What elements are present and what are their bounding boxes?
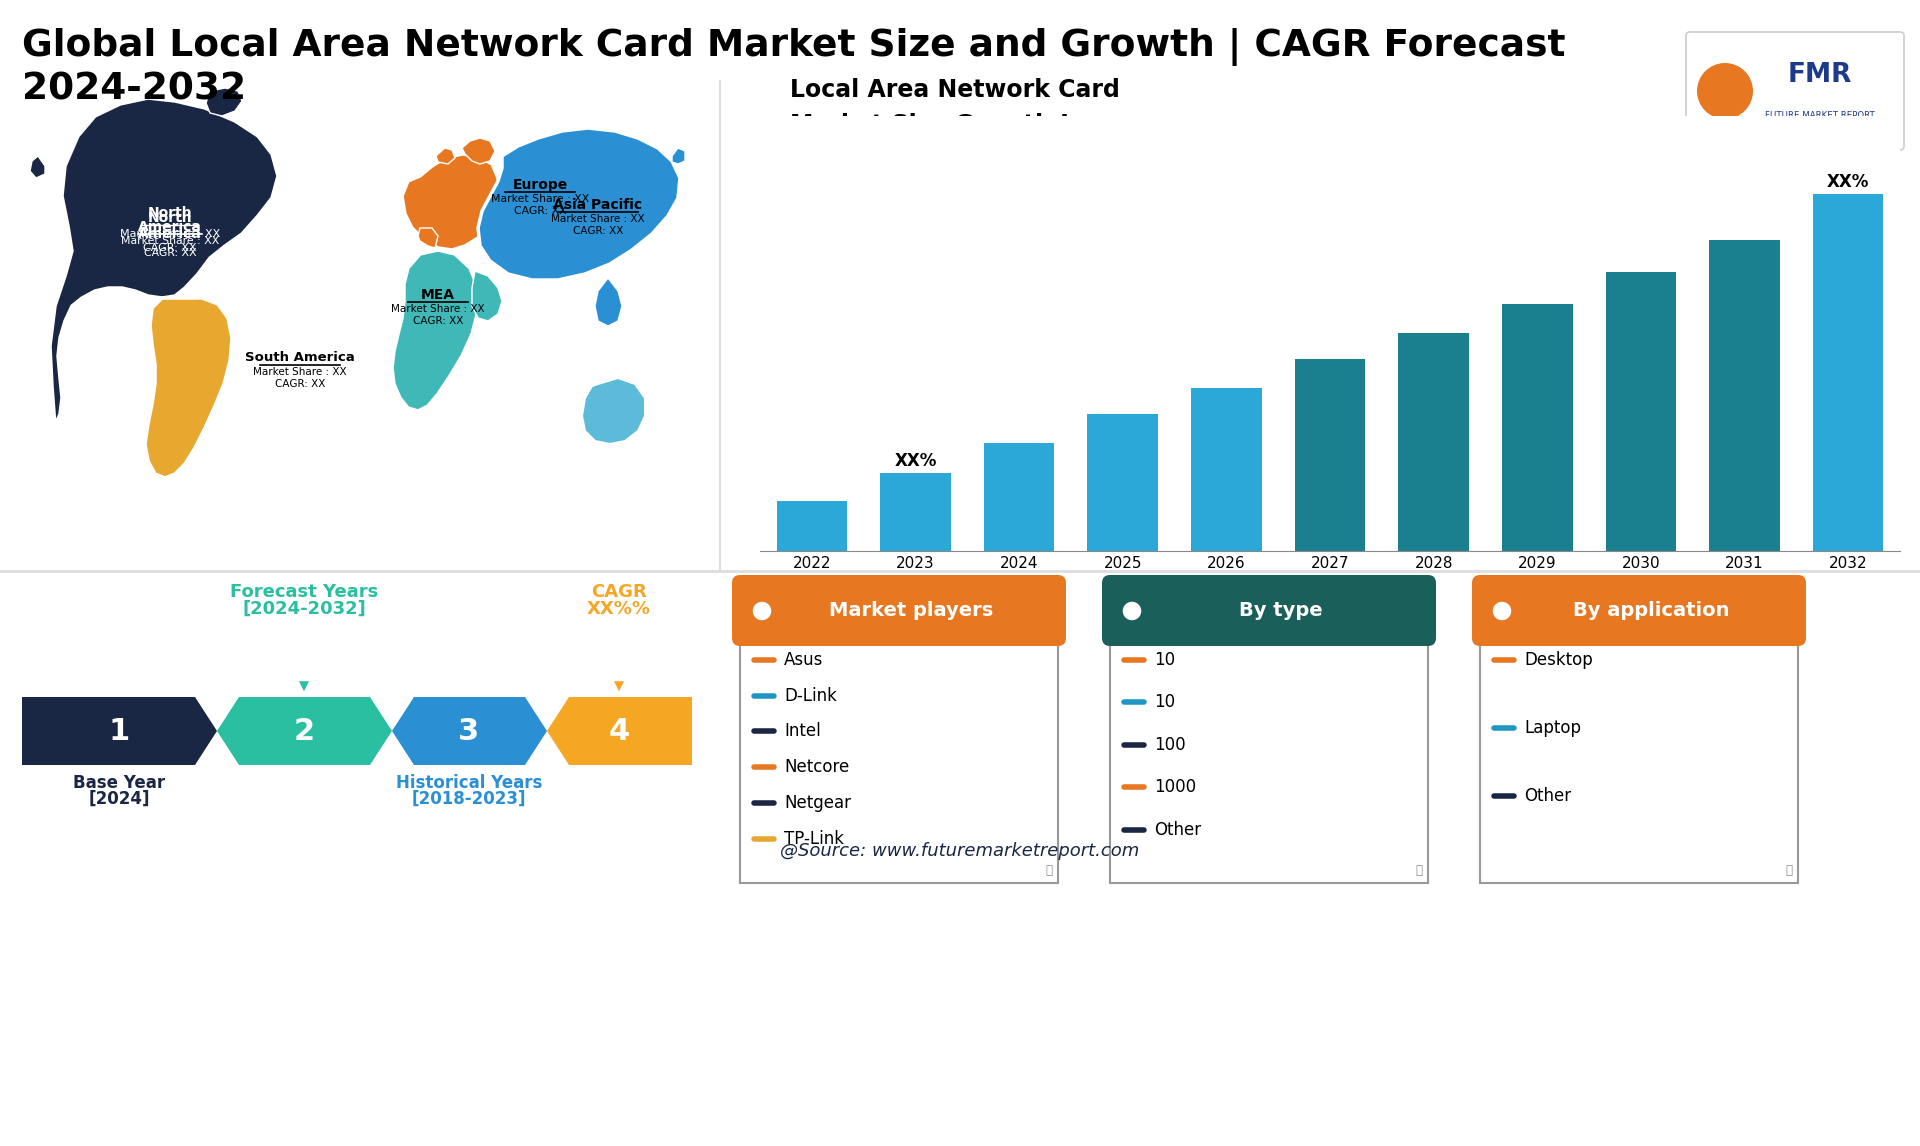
Text: XX%%: XX%% [588, 601, 651, 618]
Polygon shape [31, 156, 44, 178]
Text: ⌒: ⌒ [1786, 864, 1791, 877]
Text: CAGR: CAGR [591, 583, 647, 601]
Text: Desktop: Desktop [1524, 651, 1594, 669]
Text: North
America: North America [138, 211, 202, 241]
Text: 2024-2032: 2024-2032 [21, 71, 246, 107]
Text: CAGR: XX: CAGR: XX [144, 248, 196, 258]
Text: Global Local Area Network Card Market Size and Growth | CAGR Forecast: Global Local Area Network Card Market Si… [21, 28, 1565, 66]
Polygon shape [582, 378, 645, 444]
Text: Intel: Intel [783, 722, 820, 740]
Text: Historical Years: Historical Years [396, 774, 541, 792]
Text: Other: Other [1524, 787, 1571, 806]
Polygon shape [672, 148, 685, 164]
Text: XX%: XX% [1828, 173, 1870, 191]
Text: Market Share : XX: Market Share : XX [392, 304, 486, 314]
Text: CAGR: XX: CAGR: XX [275, 379, 324, 388]
Text: South America: South America [246, 351, 355, 364]
Bar [983, 444, 1054, 551]
Bar [1501, 304, 1572, 551]
Bar [1190, 387, 1261, 551]
Text: Forecast Years: Forecast Years [230, 583, 378, 601]
Text: Market players: Market players [829, 602, 993, 620]
Text: Asus: Asus [783, 651, 824, 669]
Text: Netcore: Netcore [783, 759, 849, 776]
Text: 1000: 1000 [1154, 778, 1196, 796]
Text: TP-Link: TP-Link [783, 830, 845, 848]
Polygon shape [547, 697, 691, 766]
Text: Market Share : XX: Market Share : XX [492, 194, 589, 204]
Text: 3: 3 [459, 716, 480, 746]
Polygon shape [595, 278, 622, 325]
Polygon shape [436, 148, 455, 164]
Text: [2024]: [2024] [88, 790, 150, 808]
Text: CAGR: XX: CAGR: XX [515, 206, 566, 215]
Polygon shape [472, 270, 501, 321]
Text: XX%: XX% [895, 452, 937, 470]
Text: [2018-2023]: [2018-2023] [411, 790, 526, 808]
Text: [2024-2032]: [2024-2032] [242, 601, 367, 618]
Polygon shape [21, 697, 217, 766]
Polygon shape [463, 138, 495, 164]
Text: Asia Pacific: Asia Pacific [553, 198, 643, 212]
Circle shape [751, 601, 774, 622]
FancyBboxPatch shape [1102, 575, 1436, 646]
Polygon shape [392, 697, 547, 766]
Text: FUTURE MARKET REPORT: FUTURE MARKET REPORT [1764, 111, 1874, 119]
Text: Laptop: Laptop [1524, 720, 1580, 737]
Circle shape [1697, 63, 1753, 119]
Text: CAGR: XX: CAGR: XX [413, 316, 463, 325]
Polygon shape [146, 298, 232, 478]
Text: ⌒: ⌒ [1415, 864, 1423, 877]
Text: Market Share : XX: Market Share : XX [253, 367, 348, 377]
Text: Europe: Europe [513, 178, 568, 193]
FancyBboxPatch shape [1686, 32, 1905, 150]
Bar [1398, 332, 1469, 551]
Polygon shape [392, 250, 478, 411]
Text: By type: By type [1238, 602, 1323, 620]
Bar [1087, 415, 1158, 551]
Text: 4: 4 [609, 716, 630, 746]
Polygon shape [205, 88, 242, 116]
Text: CAGR: XX: CAGR: XX [572, 226, 624, 236]
FancyBboxPatch shape [732, 575, 1066, 646]
Circle shape [1492, 601, 1513, 622]
Text: Local Area Network Card
Market Size Growth In
Bln or Mln: Local Area Network Card Market Size Grow… [789, 78, 1119, 173]
Text: CAGR: XX: CAGR: XX [144, 243, 196, 253]
Text: Base Year: Base Year [73, 774, 165, 792]
Bar [776, 501, 847, 551]
Polygon shape [50, 99, 278, 426]
Text: Other: Other [1154, 821, 1202, 839]
Polygon shape [217, 697, 392, 766]
Bar [1605, 273, 1676, 551]
Text: Market Share : XX: Market Share : XX [551, 214, 645, 223]
Text: D-Link: D-Link [783, 686, 837, 705]
Text: 1: 1 [108, 716, 131, 746]
Polygon shape [478, 128, 680, 280]
Text: MEA: MEA [420, 288, 455, 303]
Circle shape [1121, 601, 1142, 622]
Text: @Source: www.futuremarketreport.com: @Source: www.futuremarketreport.com [780, 842, 1140, 860]
Bar [1709, 240, 1780, 551]
Text: Market Share : XX: Market Share : XX [119, 229, 221, 240]
Bar [1812, 195, 1884, 551]
Text: 10: 10 [1154, 693, 1175, 712]
Text: By application: By application [1572, 602, 1730, 620]
Bar [879, 473, 950, 551]
Bar [1294, 359, 1365, 551]
Text: Netgear: Netgear [783, 794, 851, 811]
Text: 2: 2 [294, 716, 315, 746]
Text: America: America [138, 220, 202, 234]
Text: 10: 10 [1154, 651, 1175, 669]
Text: Market Share : XX: Market Share : XX [121, 236, 219, 246]
FancyBboxPatch shape [1473, 575, 1807, 646]
Polygon shape [401, 154, 499, 250]
Text: FMR: FMR [1788, 62, 1853, 87]
Text: North: North [148, 206, 192, 220]
Polygon shape [419, 228, 438, 248]
Text: 100: 100 [1154, 736, 1187, 754]
Text: ⌒: ⌒ [1044, 864, 1052, 877]
